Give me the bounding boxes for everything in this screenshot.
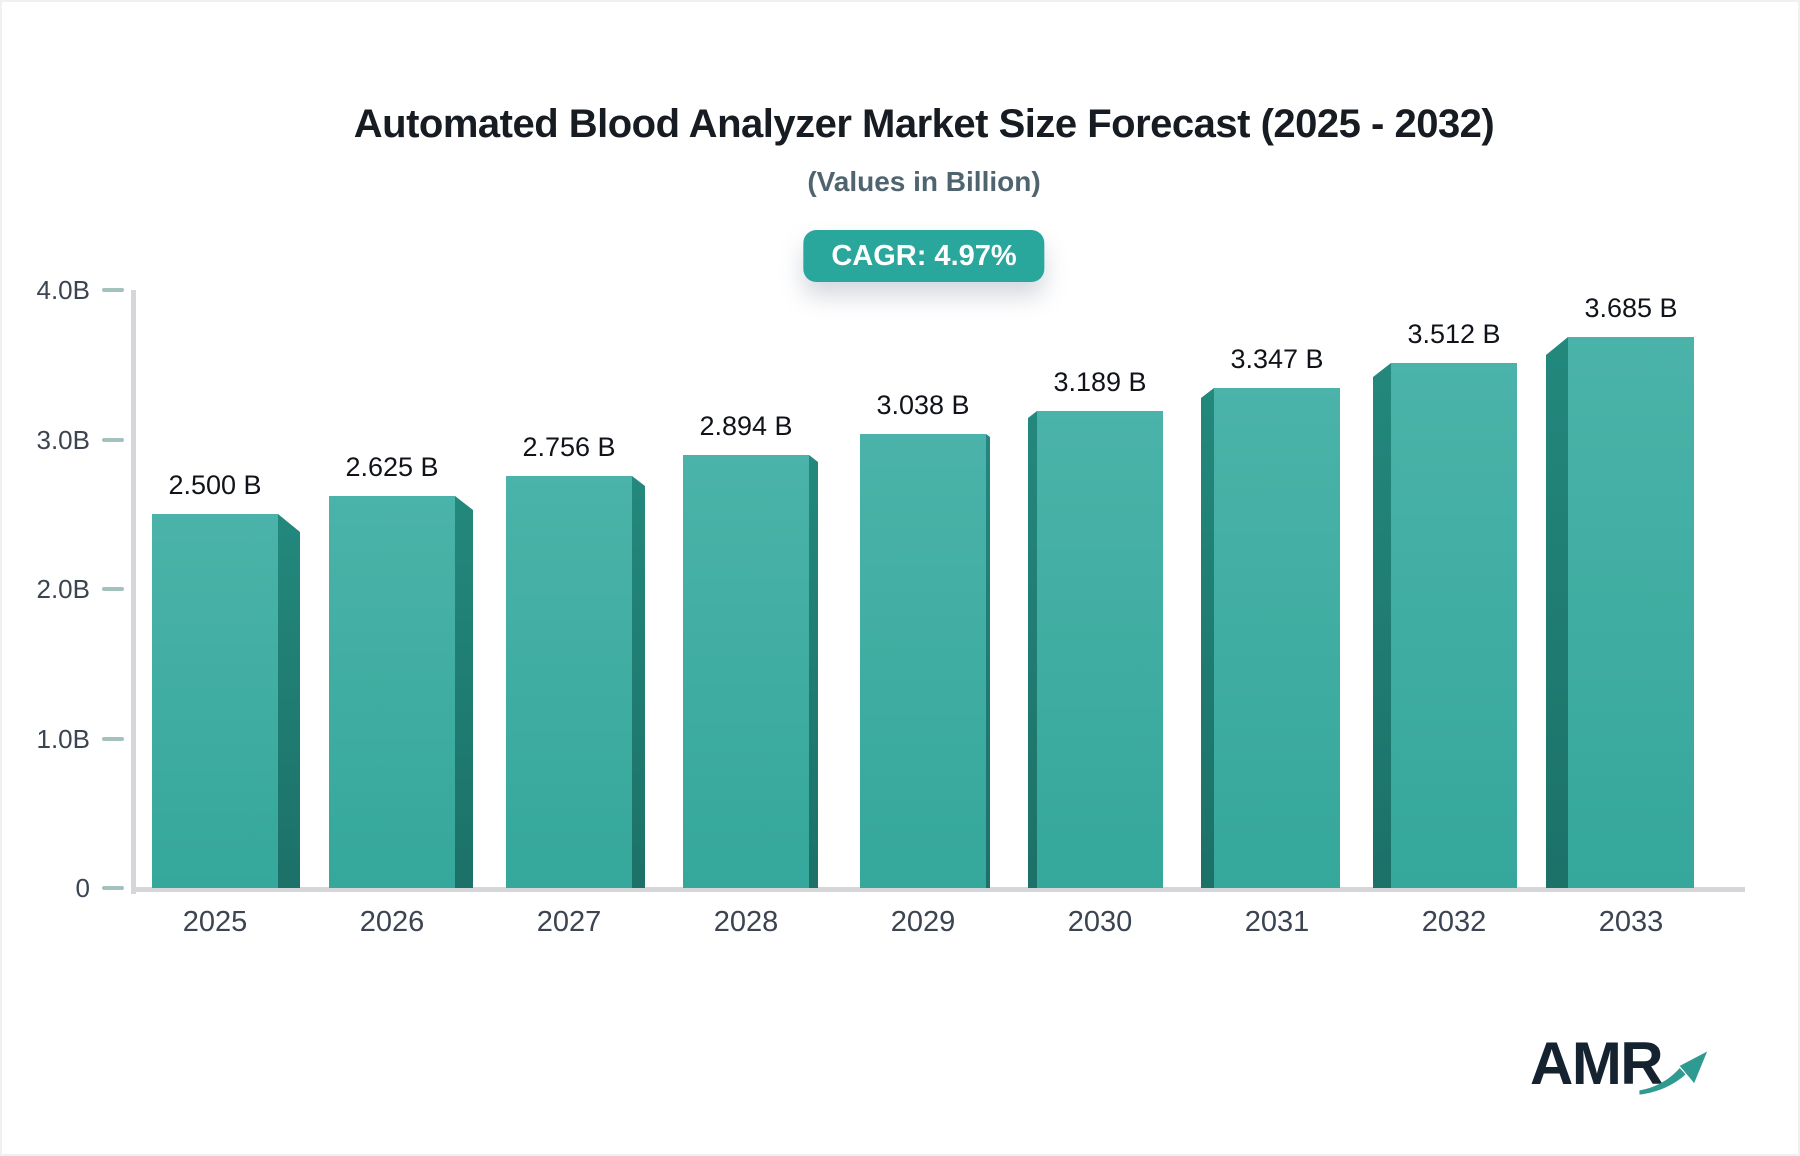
y-axis-tick-dash xyxy=(102,736,124,741)
bar-face xyxy=(1568,337,1694,888)
y-axis-tick-label: 3.0B xyxy=(36,424,91,455)
amr-logo-text: AMR xyxy=(1530,1030,1664,1097)
x-axis-label: 2029 xyxy=(890,906,956,938)
x-axis-label: 2032 xyxy=(1421,906,1487,938)
bar-face xyxy=(152,514,278,888)
chart-subtitle: (Values in Billion) xyxy=(807,166,1041,197)
bar-face xyxy=(1391,363,1517,888)
bar-side-3d xyxy=(1546,337,1568,888)
bar-value-label: 3.347 B xyxy=(1230,344,1324,374)
bar-side-3d xyxy=(632,476,645,888)
bar-2031 xyxy=(1201,388,1340,888)
y-axis-tick-dash xyxy=(102,886,124,890)
bar-value-label: 2.500 B xyxy=(168,470,262,500)
bar-2029 xyxy=(860,434,990,888)
y-axis-tick-dash xyxy=(102,288,124,292)
x-axis-label: 2028 xyxy=(713,906,779,938)
y-axis-line xyxy=(131,290,136,894)
x-axis-baseline xyxy=(131,887,1745,892)
trend-up-arrow-icon xyxy=(1639,1051,1708,1095)
bar-value-label: 2.625 B xyxy=(345,452,439,482)
x-axis-label: 2031 xyxy=(1244,906,1310,938)
bar-value-label: 2.894 B xyxy=(699,411,793,441)
y-axis-tick-dash xyxy=(102,437,124,442)
x-axis-label: 2025 xyxy=(182,906,248,938)
x-axis-label: 2033 xyxy=(1598,906,1664,938)
bar-face xyxy=(1037,411,1163,888)
amr-logo: AMR xyxy=(1530,1032,1740,1128)
bar-side-3d xyxy=(278,514,300,888)
bar-face xyxy=(329,496,455,888)
bar-value-label: 2.756 B xyxy=(522,432,616,462)
bar-side-3d xyxy=(986,434,990,888)
bar-face xyxy=(1214,388,1340,888)
x-axis-label: 2030 xyxy=(1067,906,1133,938)
bar-2026 xyxy=(329,496,473,888)
bar-2030 xyxy=(1028,411,1163,888)
bar-2032 xyxy=(1373,363,1517,888)
bar-side-3d xyxy=(455,496,473,888)
y-axis-tick-label: 1.0B xyxy=(36,723,91,754)
y-axis-tick-label: 0 xyxy=(75,873,90,903)
bar-2033 xyxy=(1546,337,1694,888)
bar-value-label: 3.189 B xyxy=(1053,367,1147,397)
bar-side-3d xyxy=(809,455,818,888)
bar-value-label: 3.685 B xyxy=(1584,293,1678,323)
bar-side-3d xyxy=(1201,388,1214,888)
bar-face xyxy=(860,434,986,888)
bar-2027 xyxy=(506,476,645,888)
x-axis-label: 2026 xyxy=(359,906,425,938)
cagr-badge: CAGR: 4.97% xyxy=(803,230,1045,282)
bar-side-3d xyxy=(1028,411,1037,888)
x-axis-label: 2027 xyxy=(536,906,602,938)
y-axis-tick-label: 4.0B xyxy=(36,275,91,305)
bar-value-label: 3.038 B xyxy=(876,390,970,420)
bar-side-3d xyxy=(1373,363,1391,888)
bar-face xyxy=(683,455,809,888)
bar-2025 xyxy=(152,514,300,888)
chart-title: Automated Blood Analyzer Market Size For… xyxy=(353,102,1495,146)
bar-2028 xyxy=(683,455,818,888)
y-axis-tick-label: 2.0B xyxy=(36,574,91,604)
y-axis-tick-dash xyxy=(102,587,124,591)
bar-face xyxy=(506,476,632,888)
bar-value-label: 3.512 B xyxy=(1407,319,1501,349)
